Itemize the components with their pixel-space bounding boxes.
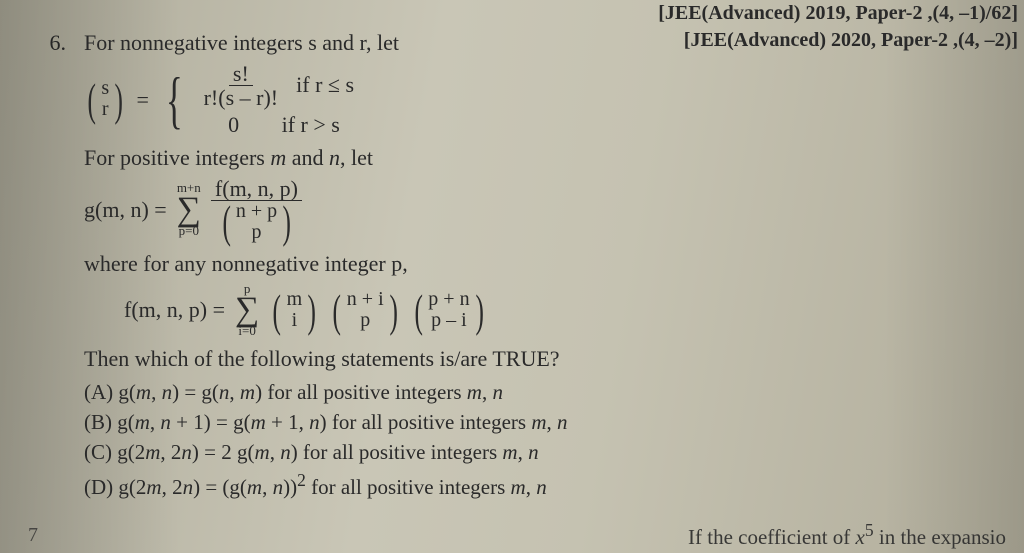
g-definition: g(m, n) = m+n ∑ p=0 f(m, n, p) ( n + p p — [84, 177, 996, 243]
case1-fraction: s! r!(s – r)! — [200, 62, 283, 109]
f-definition: f(m, n, p) = p ∑ i=0 ( m i ) ( — [124, 283, 996, 338]
cutoff-next-line: If the coefficient of x5 in the expansio — [688, 519, 1006, 551]
paren-left-icon: ( — [273, 291, 281, 330]
paren-right-icon: ) — [308, 291, 316, 330]
paren-left-icon: ( — [333, 291, 341, 330]
equals-sign: = — [136, 85, 148, 115]
binomial-definition: ( s r ) = { s! r!(s – r)! if r ≤ — [84, 62, 996, 137]
binom-top: p + n — [428, 289, 469, 310]
binom-top: m — [287, 289, 303, 310]
binom-top: n + p — [236, 201, 277, 222]
f-lhs: f(m, n, p) = — [124, 295, 225, 325]
sum-lower: i=0 — [238, 325, 255, 337]
cases: s! r!(s – r)! if r ≤ s 0 if r > s — [200, 62, 354, 137]
next-question-number: 7 — [28, 522, 38, 549]
sum-p: m+n ∑ p=0 — [177, 182, 201, 237]
case2-condition: if r > s — [282, 113, 340, 137]
question-number: 6. — [28, 10, 84, 501]
option-a: (A) g(m, n) = g(n, m) for all positive i… — [84, 378, 996, 406]
option-c: (C) g(2m, 2n) = 2 g(m, n) for all positi… — [84, 438, 996, 466]
case2-value: 0 — [200, 113, 268, 137]
option-b: (B) g(m, n + 1) = g(m + 1, n) for all po… — [84, 408, 996, 436]
case1-condition: if r ≤ s — [296, 73, 354, 97]
binom-s-r: ( s r ) — [84, 78, 126, 120]
stem-ask: Then which of the following statements i… — [84, 344, 996, 374]
binom-bottom: p – i — [431, 310, 467, 331]
binom-bottom: i — [292, 310, 298, 331]
sum-i: p ∑ i=0 — [235, 283, 259, 338]
case1-numerator: s! — [229, 62, 253, 86]
paren-right-icon: ) — [389, 291, 397, 330]
case1-denominator: r!(s – r)! — [200, 86, 283, 109]
binom-top: n + i — [347, 289, 384, 310]
sigma-icon: ∑ — [177, 195, 201, 226]
binom-ni-p: ( n + i p ) — [329, 289, 401, 331]
binom-pn-pi: ( p + n p – i ) — [411, 289, 487, 331]
options-block: (A) g(m, n) = g(n, m) for all positive i… — [84, 378, 996, 501]
g-fraction: f(m, n, p) ( n + p p ) — [211, 177, 302, 243]
paren-left-icon: ( — [222, 202, 230, 241]
binom-top: s — [101, 78, 109, 99]
binom-m-i: ( m i ) — [269, 289, 319, 331]
option-d: (D) g(2m, 2n) = (g(m, n))2 for all posit… — [84, 469, 996, 501]
paren-right-icon: ) — [115, 80, 123, 119]
g-lhs: g(m, n) = — [84, 195, 167, 225]
paren-right-icon: ) — [283, 202, 291, 241]
brace-icon: { — [166, 74, 183, 125]
page: [JEE(Advanced) 2019, Paper-2 ,(4, –1)/62… — [0, 0, 1024, 553]
binom-bottom: p — [360, 310, 370, 331]
paren-left-icon: ( — [87, 80, 95, 119]
question-body: For nonnegative integers s and r, let ( … — [84, 10, 996, 501]
sigma-icon: ∑ — [235, 295, 259, 326]
question-row: 6. For nonnegative integers s and r, let… — [28, 10, 996, 501]
paren-left-icon: ( — [414, 291, 422, 330]
sum-lower: p=0 — [179, 225, 199, 237]
stem-line-3: where for any nonnegative integer p, — [84, 249, 996, 279]
paren-right-icon: ) — [475, 291, 483, 330]
stem-line-2: For positive integers m and n, let — [84, 143, 996, 173]
binom-bottom: p — [251, 222, 261, 243]
binom-bottom: r — [102, 99, 109, 120]
binom-np-p: ( n + p p ) — [219, 201, 295, 243]
stem-line-1: For nonnegative integers s and r, let — [84, 10, 996, 58]
g-denominator: ( n + p p ) — [215, 201, 299, 243]
